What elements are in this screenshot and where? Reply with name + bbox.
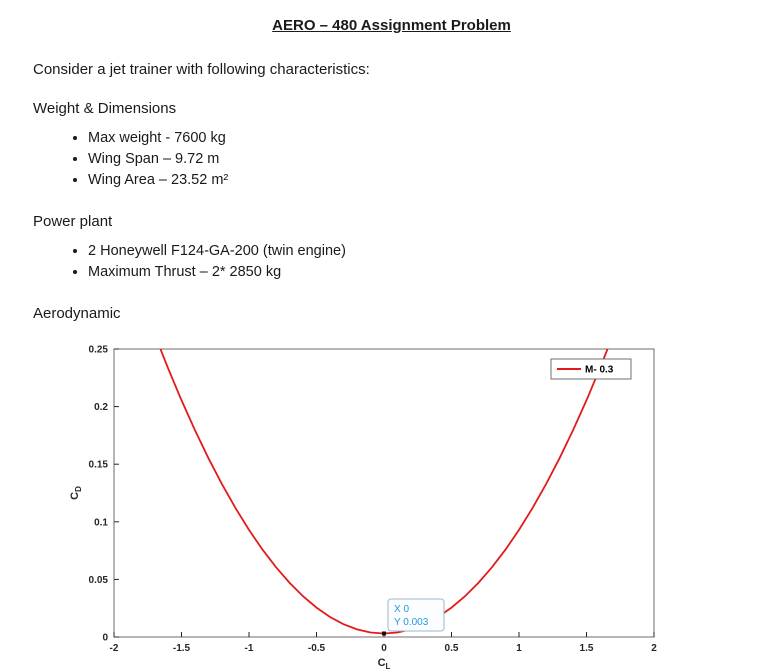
- datatip: X 0 Y 0.003: [387, 598, 445, 632]
- section-heading-aerodynamic: Aerodynamic: [33, 305, 121, 322]
- list-item: Wing Span – 9.72 m: [88, 149, 783, 170]
- page-title: AERO – 480 Assignment Problem: [272, 17, 511, 34]
- x-tick-label: 2: [651, 643, 657, 654]
- list-item: Wing Area – 23.52 m²: [88, 170, 783, 191]
- y-tick-label: 0: [102, 633, 108, 644]
- x-tick-label: 1: [516, 643, 522, 654]
- section-heading-weight-dimensions: Weight & Dimensions: [33, 100, 177, 117]
- list-item: Max weight - 7600 kg: [88, 128, 783, 149]
- y-tick-label: 0.2: [94, 402, 108, 413]
- x-tick-label: -2: [110, 643, 119, 654]
- x-tick-label: -0.5: [308, 643, 326, 654]
- x-axis-label: CL: [378, 657, 391, 671]
- legend: M- 0.3: [550, 358, 632, 380]
- list-item: Maximum Thrust – 2* 2850 kg: [88, 262, 783, 283]
- drag-polar-chart: -2 -1.5 -1 -0.5 0 0.5 1 1.5 2 0 0.05 0.1 0.15 0.2 0.2…: [62, 337, 674, 672]
- datatip-box: [387, 598, 445, 632]
- legend-label: M- 0.3: [585, 365, 614, 376]
- y-axis-ticks: 0 0.05 0.1 0.15 0.2 0.25: [89, 345, 119, 644]
- intro-paragraph: Consider a jet trainer with following ch…: [33, 61, 370, 78]
- x-tick-label: -1.5: [173, 643, 191, 654]
- datatip-marker: [382, 631, 386, 636]
- plot-border: [113, 348, 655, 638]
- power-plant-list: 2 Honeywell F124-GA-200 (twin engine) Ma…: [0, 241, 783, 283]
- x-axis-ticks: -2 -1.5 -1 -0.5 0 0.5 1 1.5 2: [110, 632, 657, 654]
- section-heading-power-plant: Power plant: [33, 213, 113, 230]
- datatip-x-value: X 0: [394, 604, 409, 615]
- x-tick-label: 0: [381, 643, 387, 654]
- x-tick-label: 0.5: [445, 643, 459, 654]
- x-tick-label: 1.5: [580, 643, 594, 654]
- list-item: 2 Honeywell F124-GA-200 (twin engine): [88, 241, 783, 262]
- y-tick-label: 0.25: [89, 345, 109, 356]
- x-tick-label: -1: [245, 643, 254, 654]
- y-axis-label: CD: [69, 486, 83, 500]
- datatip-y-value: Y 0.003: [394, 617, 429, 628]
- y-tick-label: 0.1: [94, 517, 108, 528]
- y-tick-label: 0.15: [89, 460, 109, 471]
- legend-box: [550, 358, 632, 380]
- chart-svg: -2 -1.5 -1 -0.5 0 0.5 1 1.5 2 0 0.05 0.1 0.15 0.2 0.2…: [69, 345, 657, 672]
- weight-dimensions-list: Max weight - 7600 kg Wing Span – 9.72 m …: [0, 128, 783, 191]
- y-tick-label: 0.05: [89, 575, 109, 586]
